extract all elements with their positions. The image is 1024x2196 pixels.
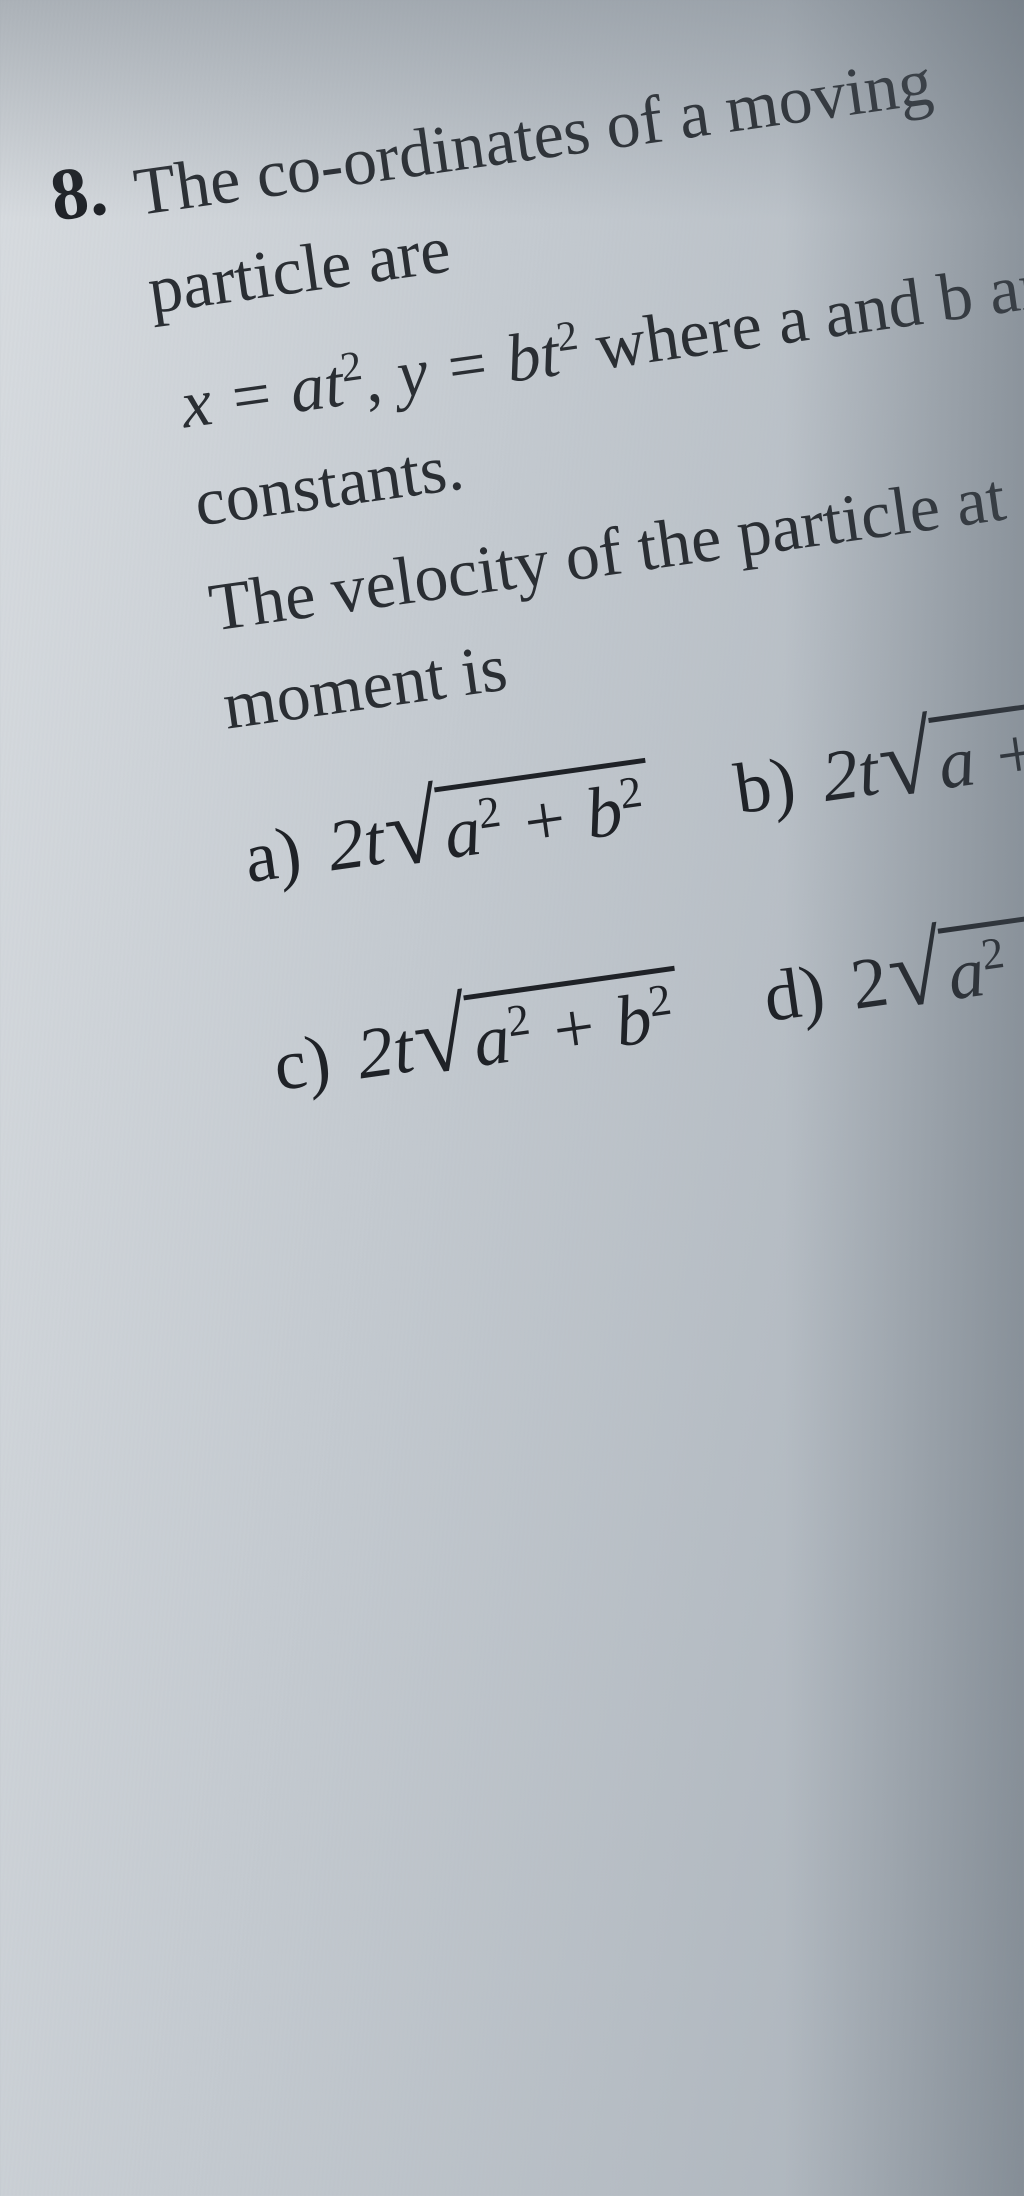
option-d-radicand: a2 + b2	[937, 899, 1024, 1018]
sqrt-icon: √	[380, 791, 444, 868]
sqrt-icon: √	[874, 722, 938, 799]
option-a-label: a)	[239, 810, 306, 900]
option-b-sqrt: √ a + b	[874, 694, 1024, 814]
option-d-sqrt: √ a2 + b2	[883, 899, 1024, 1025]
option-b-label: b)	[730, 741, 801, 832]
option-d-label: d)	[759, 949, 830, 1040]
question-block: 8. The co-ordinates of a moving particle…	[10, 0, 1024, 1288]
option-c-label: c)	[269, 1018, 336, 1108]
option-b-coef: 2t	[817, 729, 884, 819]
option-c-coef: 2t	[352, 1006, 419, 1096]
eq-y: , y = bt	[358, 314, 564, 417]
option-b: b) 2t √ a + b	[729, 677, 1024, 835]
option-b-radicand: a + b	[928, 694, 1024, 807]
option-a-radicand: a2 + b2	[434, 757, 658, 876]
eq-x: x = at	[176, 345, 348, 443]
option-a: a) 2t √ a2 + b2	[239, 746, 742, 904]
option-c-radicand: a2 + b2	[463, 965, 687, 1084]
option-row-2: c) 2t √ a2 + b2 d) 2 √ a2 + b2	[268, 885, 1024, 1112]
option-c-sqrt: √ a2 + b2	[409, 965, 687, 1091]
sqrt-icon: √	[884, 932, 948, 1009]
sqrt-icon: √	[409, 999, 473, 1076]
question-number: 8.	[45, 148, 112, 240]
option-c: c) 2t √ a2 + b2	[268, 954, 771, 1112]
option-a-coef: 2t	[322, 798, 389, 888]
option-d: d) 2 √ a2 + b2	[758, 885, 1024, 1043]
option-a-sqrt: √ a2 + b2	[379, 757, 657, 883]
options-container: a) 2t √ a2 + b2 b) 2t √ a + b c) 2t	[239, 677, 1024, 1112]
